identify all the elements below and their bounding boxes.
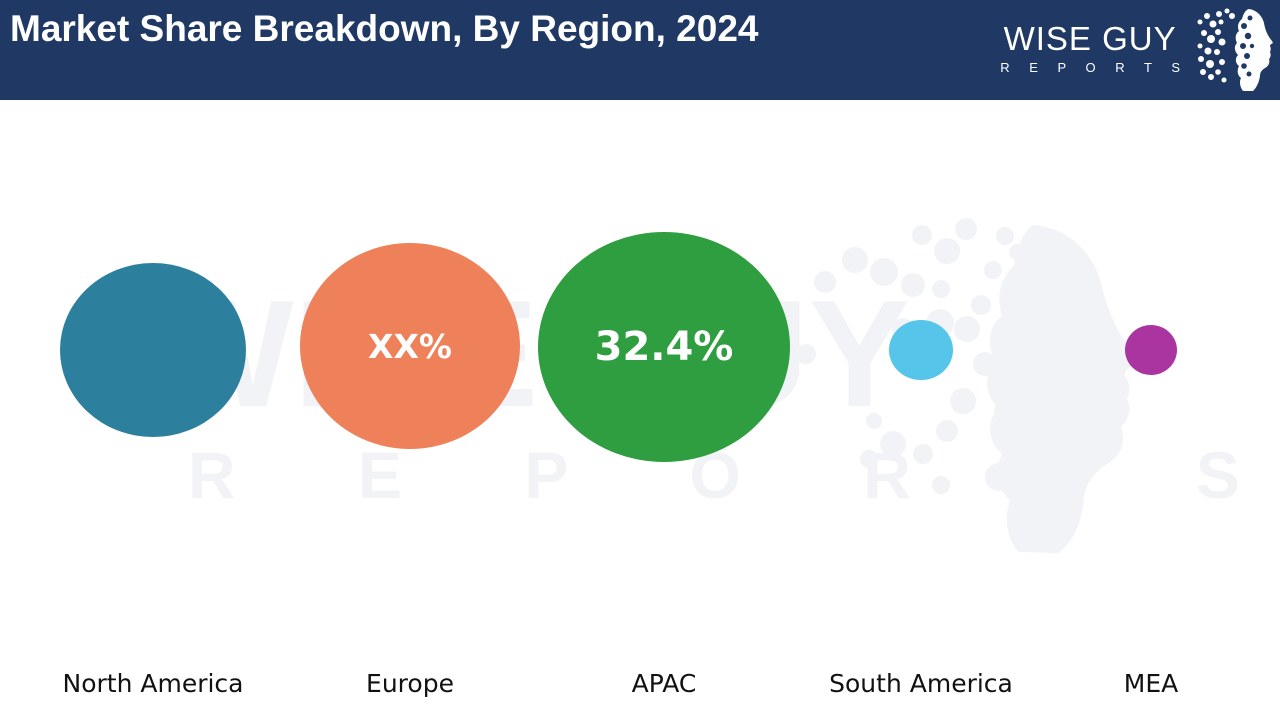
watermark-head-icon bbox=[796, 218, 1137, 553]
brand-logo: WISE GUY R E P O R T S bbox=[992, 6, 1274, 94]
page-title: Market Share Breakdown, By Region, 2024 bbox=[10, 8, 759, 49]
bubble-value-europe: XX% bbox=[368, 326, 452, 366]
bubble-south-america bbox=[889, 320, 953, 380]
category-label-north-america: North America bbox=[62, 669, 244, 698]
brand-name: WISE GUY bbox=[1003, 20, 1177, 57]
brand-subtitle: R E P O R T S bbox=[1000, 60, 1188, 75]
bubble-europe: XX% bbox=[300, 243, 520, 449]
bubble-north-america bbox=[60, 263, 246, 437]
brand-logo-text: WISE GUY R E P O R T S bbox=[992, 20, 1188, 75]
bubble-mea bbox=[1125, 325, 1177, 375]
category-label-south-america: South America bbox=[829, 669, 1013, 698]
header-bar: Market Share Breakdown, By Region, 2024 … bbox=[0, 0, 1280, 100]
category-label-apac: APAC bbox=[631, 669, 697, 698]
bubble-value-apac: 32.4% bbox=[594, 324, 734, 370]
category-label-europe: Europe bbox=[366, 669, 454, 698]
brand-head-icon bbox=[1197, 8, 1273, 91]
category-label-mea: MEA bbox=[1123, 669, 1179, 698]
bubble-apac: 32.4% bbox=[538, 232, 790, 462]
